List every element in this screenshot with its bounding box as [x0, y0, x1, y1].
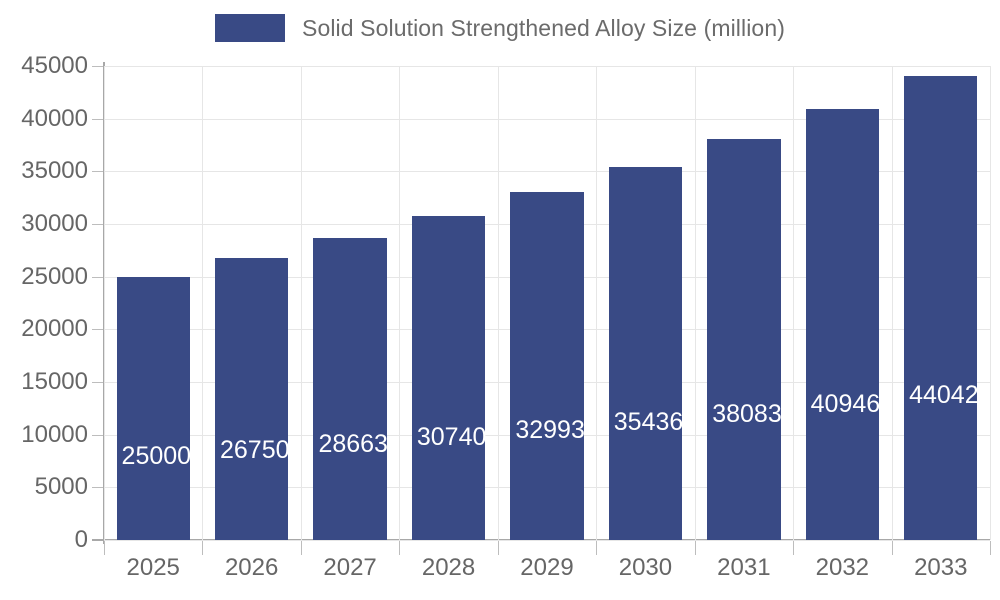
- bar[interactable]: [707, 138, 781, 540]
- gridline-vertical: [104, 66, 105, 540]
- y-axis-tick-label: 25000: [21, 262, 88, 290]
- y-axis-tick-label: 45000: [21, 52, 88, 79]
- y-axis-tick-labels: 0 5000 10000 15000 20000 25000 30000 35000 40000…: [0, 0, 88, 600]
- gridline-vertical: [596, 66, 597, 540]
- bar-value-label: 40946: [810, 390, 881, 419]
- y-axis-tick-mark: [92, 224, 104, 225]
- x-axis-tick-mark: [695, 541, 696, 555]
- gridline-vertical: [399, 66, 400, 540]
- bar[interactable]: [313, 238, 387, 540]
- bar[interactable]: [510, 192, 584, 540]
- y-axis-tick-mark: [92, 434, 104, 436]
- y-axis-tick-mark: [92, 329, 104, 331]
- gridline-vertical: [793, 66, 794, 540]
- x-axis-tick-mark: [892, 541, 893, 555]
- x-axis-tick-mark: [793, 541, 794, 555]
- x-axis-tick-mark: [596, 541, 597, 555]
- y-axis-tick-mark: [92, 382, 104, 383]
- gridline-vertical: [990, 66, 991, 540]
- bar-value-label: 26750: [219, 436, 290, 465]
- chart-legend: Solid Solution Strengthened Alloy Size (…: [0, 8, 1000, 48]
- y-axis-tick-mark: [92, 66, 104, 67]
- x-axis-tick-label: 2029: [520, 554, 574, 581]
- y-axis-tick-mark: [92, 171, 104, 173]
- bar-value-label: 32993: [515, 416, 585, 444]
- gridline-horizontal: [104, 171, 990, 173]
- gridline-vertical: [202, 66, 203, 540]
- x-axis-tick-mark: [399, 541, 400, 555]
- y-axis-tick-mark: [92, 118, 104, 120]
- x-axis-tick-label: 2027: [323, 554, 377, 581]
- y-axis-tick-label: 35000: [21, 157, 88, 185]
- y-axis-tick-label: 20000: [21, 315, 88, 343]
- bar-value-label: 30740: [416, 423, 487, 452]
- bar[interactable]: [214, 258, 289, 540]
- gridline-vertical: [695, 66, 696, 540]
- plot-area: 25000 26750 28663 30740 32993 35436 38083 40946…: [104, 66, 991, 541]
- bar-value-label: 38083: [712, 399, 782, 428]
- bar[interactable]: [904, 76, 978, 540]
- legend-label-series-1[interactable]: Solid Solution Strengthened Alloy Size (…: [302, 14, 785, 41]
- gridline-horizontal: [104, 118, 990, 120]
- bar-value-label: 28663: [318, 429, 388, 458]
- gridline-vertical: [892, 66, 893, 540]
- bar[interactable]: [411, 216, 486, 540]
- x-axis-tick-label: 2031: [717, 554, 771, 581]
- gridline-horizontal: [104, 66, 990, 67]
- legend-swatch-series-1[interactable]: [215, 14, 286, 42]
- x-axis-tick-label: 2028: [421, 554, 476, 581]
- x-axis-tick-mark: [202, 541, 203, 555]
- x-axis-tick-mark: [104, 541, 105, 555]
- y-axis-tick-mark: [92, 276, 104, 278]
- bar[interactable]: [805, 108, 879, 540]
- x-axis-tick-label: 2026: [224, 554, 279, 581]
- x-axis-tick-label: 2033: [914, 554, 968, 581]
- gridline-vertical: [301, 66, 302, 540]
- y-axis-tick-label: 40000: [21, 104, 88, 132]
- gridline-horizontal: [104, 540, 990, 541]
- x-axis-tick-mark: [498, 541, 499, 555]
- x-axis-tick-mark: [301, 541, 302, 555]
- y-axis-tick-label: 30000: [21, 210, 88, 237]
- x-axis-tick-mark: [990, 541, 991, 555]
- x-axis-tick-label: 2025: [126, 554, 180, 581]
- gridline-vertical: [498, 66, 499, 540]
- y-axis-tick-label: 5000: [34, 473, 88, 501]
- y-axis-tick-label: 0: [74, 526, 88, 553]
- bar-value-label: 35436: [613, 408, 684, 437]
- y-axis-tick-mark: [92, 487, 104, 489]
- bar-value-label: 44042: [909, 380, 979, 409]
- x-axis-tick-label: 2030: [618, 554, 673, 581]
- y-axis-tick-label: 10000: [21, 420, 88, 448]
- bar[interactable]: [116, 276, 190, 540]
- y-axis-tick-label: 15000: [21, 368, 88, 395]
- bar[interactable]: [608, 166, 683, 540]
- x-axis-tick-label: 2032: [815, 554, 870, 581]
- bar-value-label: 25000: [121, 441, 192, 470]
